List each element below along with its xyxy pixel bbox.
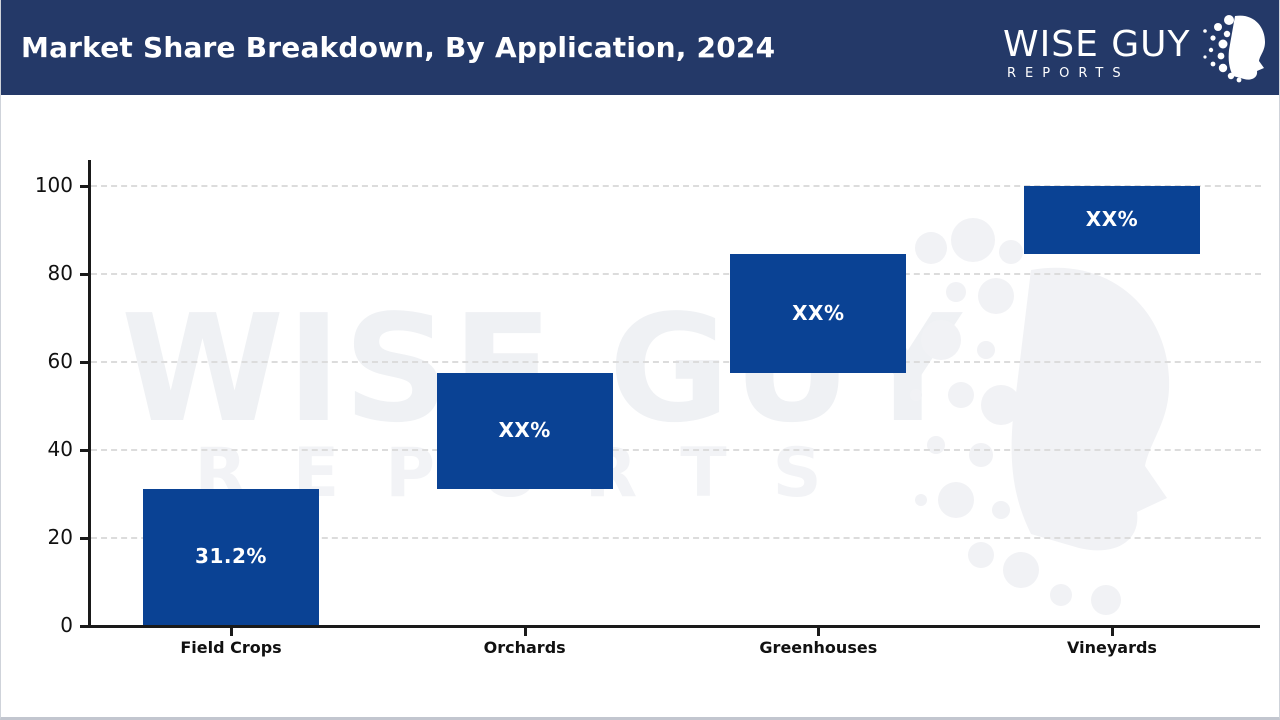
x-tick-label-field-crops: Field Crops (180, 638, 282, 657)
y-tick-label: 0 (60, 613, 73, 637)
y-axis-tick (80, 537, 88, 540)
x-axis-line (88, 625, 1260, 628)
x-tick-label-greenhouses: Greenhouses (759, 638, 878, 657)
y-axis-line (88, 160, 91, 627)
x-tick-label-orchards: Orchards (483, 638, 566, 657)
x-axis-tick (523, 628, 527, 636)
page-title: Market Share Breakdown, By Application, … (21, 31, 776, 64)
bar-orchards: XX% (436, 373, 613, 489)
bar-value-label: XX% (1085, 206, 1139, 231)
y-tick-label: 80 (47, 261, 73, 285)
brand-logo: WISE GUY REPORTS (1003, 10, 1265, 88)
bar-vineyards: XX% (1024, 186, 1200, 255)
x-axis-tick (230, 628, 233, 636)
y-axis-tick (80, 273, 88, 276)
y-axis-tick (80, 625, 88, 628)
bar-value-label: XX% (498, 417, 551, 442)
x-axis-tick (817, 628, 821, 636)
bar-field-crops: 31.2% (143, 488, 319, 626)
y-tick-label: 40 (47, 437, 73, 461)
bar-value-label: 31.2% (195, 544, 267, 569)
gridline (91, 449, 1261, 451)
watermark-face-icon (910, 218, 1170, 615)
y-axis-tick (80, 449, 88, 452)
gridline (91, 185, 1261, 187)
bar-value-label: XX% (792, 300, 845, 325)
y-tick-label: 60 (47, 349, 73, 373)
y-tick-label: 100 (34, 173, 73, 197)
y-tick-label: 20 (47, 525, 73, 549)
gridline (91, 273, 1261, 275)
gridline (91, 361, 1261, 363)
brand-logo-subtext: REPORTS (1007, 66, 1130, 81)
face-profile-icon (1203, 15, 1265, 83)
x-axis-tick (1111, 628, 1114, 636)
header-band: Market Share Breakdown, By Application, … (1, 0, 1279, 95)
gridline (91, 537, 1261, 539)
x-tick-label-vineyards: Vineyards (1067, 638, 1157, 657)
plot-area: 0 20 40 60 80 100 31.2% Field Crops XX% Orchards X… (1, 95, 1279, 717)
brand-logo-text: WISE GUY (1003, 24, 1191, 65)
y-axis-tick (80, 361, 88, 364)
bar-greenhouses: XX% (730, 254, 907, 373)
y-axis-tick (80, 185, 88, 188)
